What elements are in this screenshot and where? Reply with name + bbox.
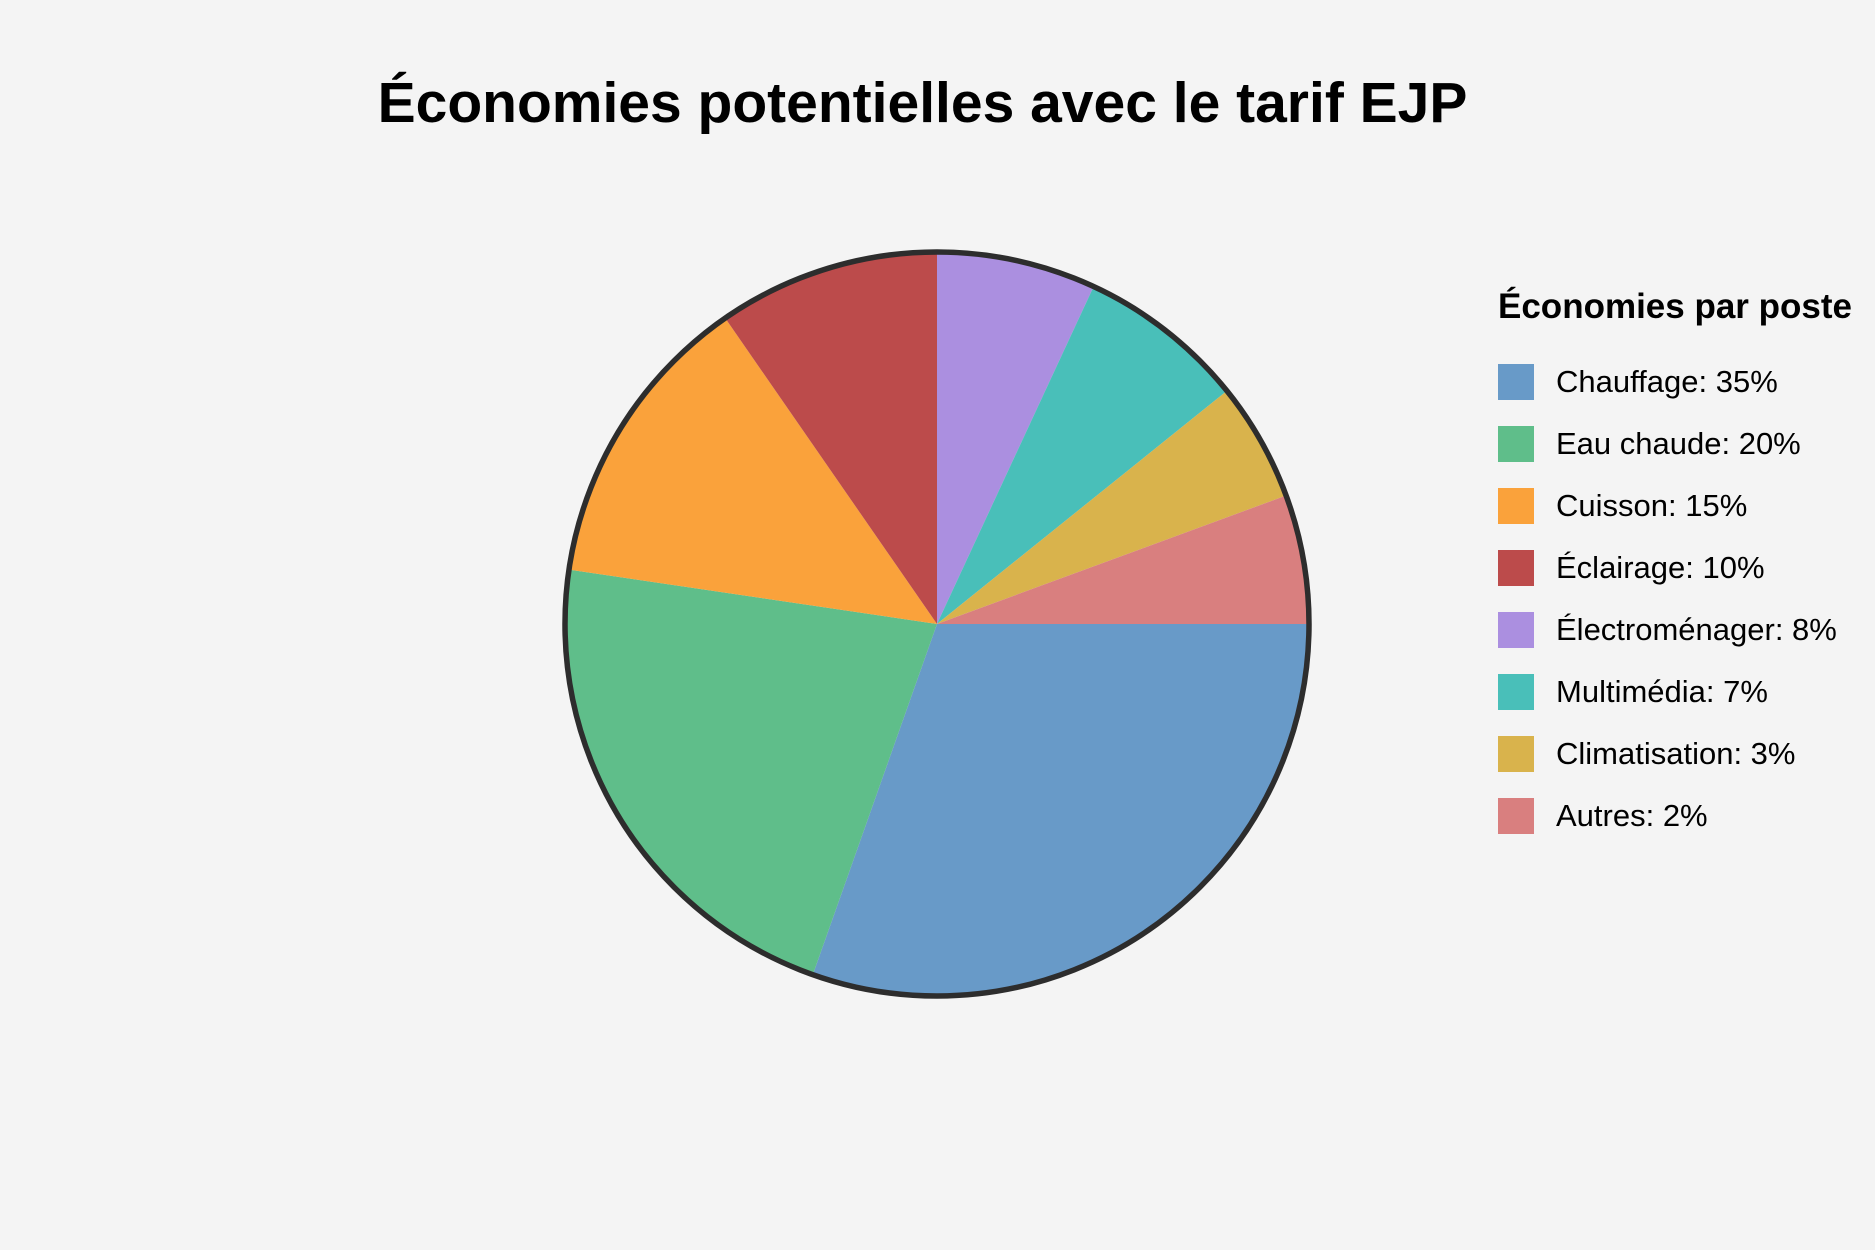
legend-item-label: Chauffage: 35% bbox=[1556, 364, 1778, 399]
legend-item-label: Électroménager: 8% bbox=[1556, 612, 1837, 647]
legend-item-eclairage: Éclairage: 10% bbox=[1498, 537, 1875, 599]
legend-item-label: Climatisation: 3% bbox=[1556, 736, 1796, 771]
legend-item-label: Éclairage: 10% bbox=[1556, 550, 1765, 585]
legend-item-electromenager: Électroménager: 8% bbox=[1498, 599, 1875, 661]
pie-chart bbox=[552, 239, 1322, 1009]
legend-swatch-multimedia bbox=[1498, 674, 1534, 710]
pie-slice-climatisation bbox=[937, 390, 1287, 624]
legend-item-label: Eau chaude: 20% bbox=[1556, 426, 1801, 461]
pie-slice-electromenager bbox=[937, 252, 1094, 624]
legend-item-multimedia: Multimédia: 7% bbox=[1498, 661, 1875, 723]
legend-swatch-electromenager bbox=[1498, 612, 1534, 648]
legend-item-label: Autres: 2% bbox=[1556, 798, 1708, 833]
legend-swatch-autres bbox=[1498, 798, 1534, 834]
legend-swatch-eclairage bbox=[1498, 550, 1534, 586]
legend-swatch-cuisson bbox=[1498, 488, 1534, 524]
pie-slice-multimedia bbox=[937, 286, 1227, 624]
legend: Économies par poste Chauffage: 35% Eau ch… bbox=[1498, 287, 1875, 847]
pie-slice-autres bbox=[937, 495, 1309, 624]
legend-item-eau-chaude: Eau chaude: 20% bbox=[1498, 413, 1875, 475]
legend-swatch-climatisation bbox=[1498, 736, 1534, 772]
pie-slice-chauffage bbox=[812, 624, 1309, 996]
pie-outline bbox=[562, 249, 1312, 999]
pie-slice-eau-chaude bbox=[564, 569, 937, 975]
legend-item-cuisson: Cuisson: 15% bbox=[1498, 475, 1875, 537]
chart-title: Économies potentielles avec le tarif EJP bbox=[377, 71, 1468, 135]
legend-item-label: Cuisson: 15% bbox=[1556, 488, 1748, 523]
legend-item-autres: Autres: 2% bbox=[1498, 785, 1875, 847]
legend-item-label: Multimédia: 7% bbox=[1556, 674, 1768, 709]
pie-chart-svg bbox=[562, 249, 1312, 999]
legend-swatch-chauffage bbox=[1498, 364, 1534, 400]
legend-item-chauffage: Chauffage: 35% bbox=[1498, 351, 1875, 413]
pie-slice-cuisson bbox=[568, 318, 937, 624]
pie-slice-eclairage bbox=[725, 252, 937, 624]
legend-title: Économies par poste bbox=[1498, 287, 1852, 326]
legend-swatch-eau-chaude bbox=[1498, 426, 1534, 462]
legend-items: Chauffage: 35% Eau chaude: 20% Cuisson: 15… bbox=[1498, 351, 1875, 847]
legend-item-climatisation: Climatisation: 3% bbox=[1498, 723, 1875, 785]
